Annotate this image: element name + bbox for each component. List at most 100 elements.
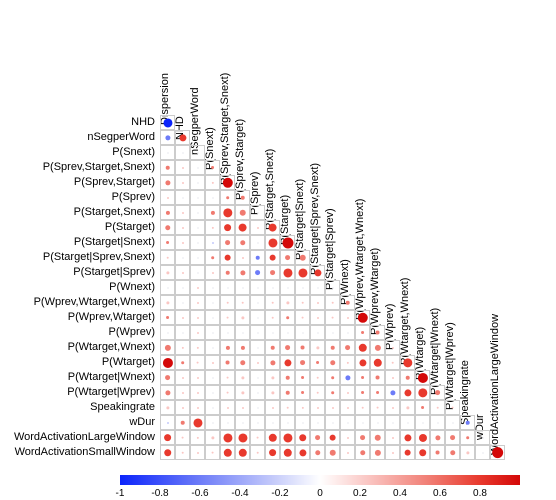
corr-circle: [285, 390, 290, 395]
corr-circle: [317, 422, 319, 424]
corr-circle: [329, 434, 336, 441]
corr-circle: [182, 197, 184, 199]
colorbar-tick: 0.8: [473, 488, 487, 499]
corr-circle: [286, 406, 289, 409]
corr-circle: [270, 345, 275, 350]
corr-circle: [197, 302, 199, 304]
col-label: P(Wtarget|Wnext): [429, 308, 441, 395]
corr-circle: [257, 377, 259, 379]
corr-circle: [167, 332, 169, 334]
corr-circle: [257, 347, 259, 349]
corr-circle: [482, 437, 484, 439]
corr-circle: [332, 287, 334, 289]
corr-circle: [272, 287, 274, 289]
corr-circle: [181, 436, 184, 439]
corr-circle: [331, 316, 334, 319]
corr-circle: [301, 301, 304, 304]
row-label: wDur: [0, 416, 155, 428]
corr-circle: [211, 451, 214, 454]
corr-circle: [331, 376, 335, 380]
corr-circle: [212, 272, 214, 274]
corr-circle: [287, 422, 289, 424]
corr-circle: [224, 224, 232, 232]
colorbar-tick: -0.6: [191, 488, 208, 499]
corr-circle: [301, 376, 305, 380]
corr-circle: [317, 302, 319, 304]
corr-circle: [405, 375, 410, 380]
corr-circle: [376, 406, 379, 409]
corr-circle: [421, 406, 425, 410]
corr-circle: [329, 449, 336, 456]
corr-circle: [332, 422, 334, 424]
corr-circle: [212, 362, 214, 364]
row-label: P(Starget|Snext): [0, 236, 155, 248]
corr-circle: [239, 209, 246, 216]
corr-circle: [197, 167, 199, 169]
colorbar-tick: -0.2: [271, 488, 288, 499]
corr-circle: [301, 391, 305, 395]
corr-circle: [302, 422, 304, 424]
corr-circle: [182, 407, 184, 409]
corr-circle: [164, 449, 172, 457]
corr-circle: [257, 212, 259, 214]
corr-circle: [361, 406, 364, 409]
corr-circle: [196, 361, 199, 364]
col-label: P(Sprev,Starget,Snext): [219, 73, 231, 185]
col-label: P(Wprev,Wtarget): [369, 248, 381, 335]
corr-circle: [392, 407, 394, 409]
corr-circle: [299, 434, 307, 442]
corr-circle: [182, 167, 184, 169]
correlation-plot: NHDnSegperWordP(Snext)P(Sprev,Starget,Sn…: [0, 0, 556, 500]
col-label: WordActivationLargeWindow: [489, 314, 501, 455]
corr-circle: [331, 391, 335, 395]
corr-circle: [422, 422, 424, 424]
corr-circle: [301, 316, 304, 319]
corr-circle: [269, 449, 277, 457]
corr-circle: [197, 452, 199, 454]
corr-circle: [271, 316, 274, 319]
col-label: P(Wtarget|Wprev): [444, 322, 456, 410]
corr-circle: [360, 435, 366, 441]
corr-circle: [330, 345, 335, 350]
row-label: P(Sprev): [0, 191, 155, 203]
corr-circle: [392, 377, 394, 379]
corr-circle: [197, 257, 199, 259]
corr-circle: [347, 452, 349, 454]
corr-circle: [300, 360, 306, 366]
corr-circle: [197, 152, 199, 154]
corr-circle: [272, 407, 274, 409]
col-label: P(Starget,Snext): [264, 149, 276, 230]
corr-circle: [238, 223, 247, 232]
corr-circle: [225, 360, 230, 365]
corr-circle: [212, 332, 214, 334]
corr-circle: [419, 449, 427, 457]
corr-circle: [165, 375, 171, 381]
corr-circle: [450, 435, 456, 441]
corr-circle: [225, 270, 230, 275]
corr-circle: [181, 451, 184, 454]
corr-circle: [212, 287, 214, 289]
corr-circle: [197, 242, 199, 244]
corr-circle: [212, 317, 214, 319]
corr-circle: [271, 301, 274, 304]
colorbar: [120, 475, 520, 485]
row-label: nSegperWord: [0, 131, 155, 143]
corr-circle: [302, 332, 304, 334]
corr-circle: [282, 237, 293, 248]
corr-circle: [242, 257, 244, 259]
corr-circle: [452, 422, 454, 424]
corr-circle: [197, 317, 199, 319]
corr-circle: [257, 422, 259, 424]
corr-circle: [347, 437, 349, 439]
corr-circle: [482, 452, 484, 454]
corr-circle: [212, 242, 214, 244]
col-label: P(Starget|Snext): [294, 179, 306, 260]
corr-circle: [167, 422, 169, 424]
row-label: Speakingrate: [0, 401, 155, 413]
corr-circle: [224, 254, 231, 261]
corr-circle: [361, 376, 365, 380]
corr-circle: [197, 407, 199, 409]
corr-circle: [212, 197, 214, 199]
corr-circle: [197, 272, 199, 274]
row-label: P(Sprev,Starget,Snext): [0, 161, 155, 173]
